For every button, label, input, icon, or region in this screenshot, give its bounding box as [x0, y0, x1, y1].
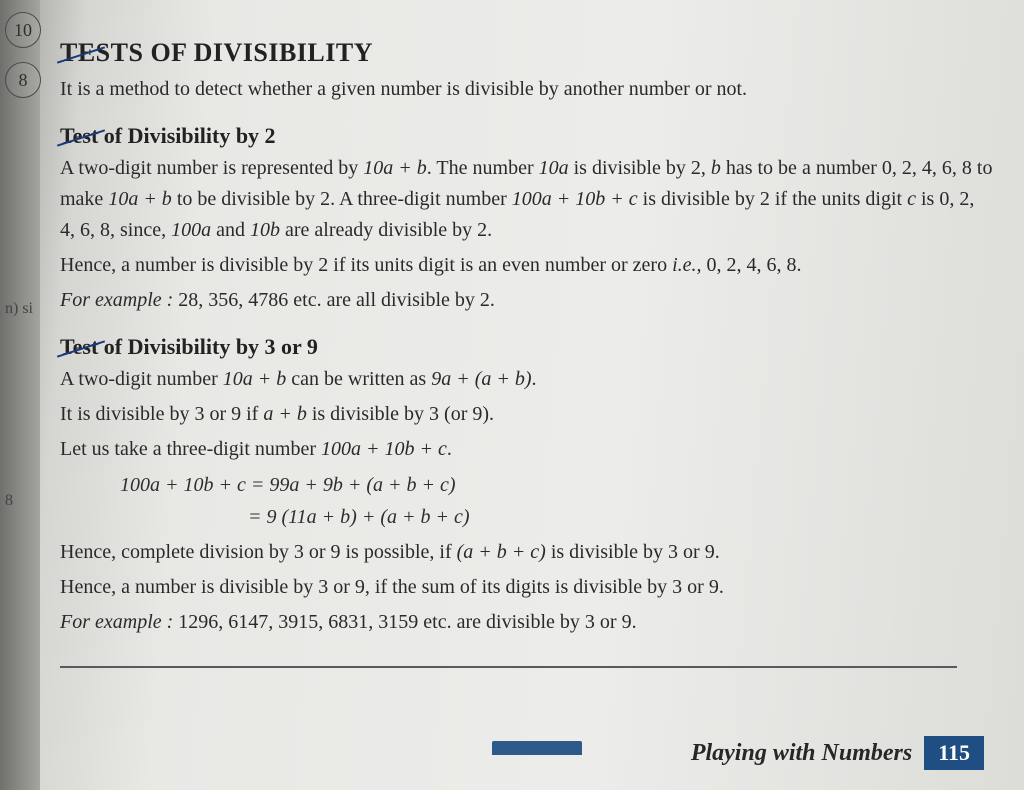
- margin-note-8: 8: [5, 492, 13, 510]
- t: a + b: [263, 403, 307, 425]
- t: .: [447, 438, 452, 460]
- margin-num-top: 10: [14, 20, 32, 41]
- t: i.e.,: [672, 254, 701, 276]
- t: 1296, 6147, 3915, 6831, 3159 etc. are di…: [173, 611, 636, 633]
- t: .: [532, 368, 537, 390]
- t: 10a: [539, 157, 569, 179]
- equation-2: = 9 (11a + b) + (a + b + c): [248, 501, 994, 533]
- example-label: For example :: [60, 289, 173, 311]
- footer-chapter-title: Playing with Numbers: [691, 740, 912, 767]
- margin-number-8: 8: [5, 62, 41, 98]
- sec3-p2: It is divisible by 3 or 9 if a + b is di…: [60, 399, 994, 430]
- t: It is divisible by 3 or 9 if: [60, 403, 263, 425]
- t: 9a + (a + b): [431, 368, 531, 390]
- t: 100a + 10b + c: [512, 188, 638, 210]
- margin-number-10: 10: [5, 12, 41, 48]
- t: (a + b + c): [457, 541, 546, 563]
- eq2-text: = 9 (11a + b) + (a + b + c): [248, 506, 470, 528]
- t: Hence, a number is divisible by 2 if its…: [60, 254, 672, 276]
- subheading-divby2: Test of Divisibility by 2: [60, 123, 994, 149]
- page-content: 10 8 TESTS OF DIVISIBILITY It is a metho…: [60, 10, 994, 668]
- t: is divisible by 3 or 9.: [546, 541, 720, 563]
- section-divider: [60, 666, 957, 668]
- sec3-p4: Hence, complete division by 3 or 9 is po…: [60, 537, 994, 568]
- t: A two-digit number: [60, 368, 223, 390]
- t: 28, 356, 4786 etc. are all divisible by …: [173, 289, 495, 311]
- t: 10a + b: [223, 368, 287, 390]
- t: c: [907, 188, 916, 210]
- sub3-text: Test of Divisibility by 3 or 9: [60, 334, 318, 359]
- t: Let us take a three-digit number: [60, 438, 321, 460]
- sec3-p6: For example : 1296, 6147, 3915, 6831, 31…: [60, 607, 994, 638]
- textbook-page: 10 8 TESTS OF DIVISIBILITY It is a metho…: [0, 0, 1024, 790]
- t: is divisible by 3 (or 9).: [307, 403, 494, 425]
- example-label-2: For example :: [60, 611, 173, 633]
- t: A two-digit number is represented by: [60, 157, 363, 179]
- t: 10b: [250, 219, 280, 241]
- page-number-badge: 115: [924, 736, 984, 770]
- margin-num-second: 8: [19, 70, 28, 91]
- t: 10a + b: [363, 157, 427, 179]
- intro-paragraph: It is a method to detect whether a given…: [60, 74, 994, 105]
- t: 0, 2, 4, 6, 8.: [702, 254, 802, 276]
- sec2-p1: A two-digit number is represented by 10a…: [60, 153, 994, 246]
- sub2-text: Test of Divisibility by 2: [60, 123, 276, 148]
- t: . The number: [427, 157, 539, 179]
- sec3-p1: A two-digit number 10a + b can be writte…: [60, 364, 994, 395]
- t: is divisible by 2 if the units digit: [638, 188, 907, 210]
- sec2-p3: For example : 28, 356, 4786 etc. are all…: [60, 285, 994, 316]
- sec3-p5: Hence, a number is divisible by 3 or 9, …: [60, 572, 994, 603]
- t: is divisible by 2,: [569, 157, 711, 179]
- t: are already divisible by 2.: [280, 219, 492, 241]
- book-spine: [0, 0, 40, 790]
- page-footer: Playing with Numbers 115: [691, 736, 984, 770]
- sec2-p2: Hence, a number is divisible by 2 if its…: [60, 250, 994, 281]
- t: 100a + 10b + c: [321, 438, 447, 460]
- t: Hence, complete division by 3 or 9 is po…: [60, 541, 457, 563]
- t: can be written as: [286, 368, 431, 390]
- t: b: [711, 157, 721, 179]
- equation-1: 100a + 10b + c = 99a + 9b + (a + b + c): [120, 469, 994, 501]
- t: and: [211, 219, 250, 241]
- main-heading: TESTS OF DIVISIBILITY: [60, 38, 994, 68]
- subheading-divby3or9: Test of Divisibility by 3 or 9: [60, 334, 994, 360]
- t: 10a + b: [108, 188, 172, 210]
- footer-tab: [492, 741, 582, 755]
- sec3-p3: Let us take a three-digit number 100a + …: [60, 434, 994, 465]
- margin-note-nsi: n) si: [5, 300, 33, 318]
- t: to be divisible by 2. A three-digit numb…: [172, 188, 512, 210]
- eq1-text: 100a + 10b + c = 99a + 9b + (a + b + c): [120, 474, 456, 496]
- t: 100a: [171, 219, 211, 241]
- title-text: TESTS OF DIVISIBILITY: [60, 38, 373, 67]
